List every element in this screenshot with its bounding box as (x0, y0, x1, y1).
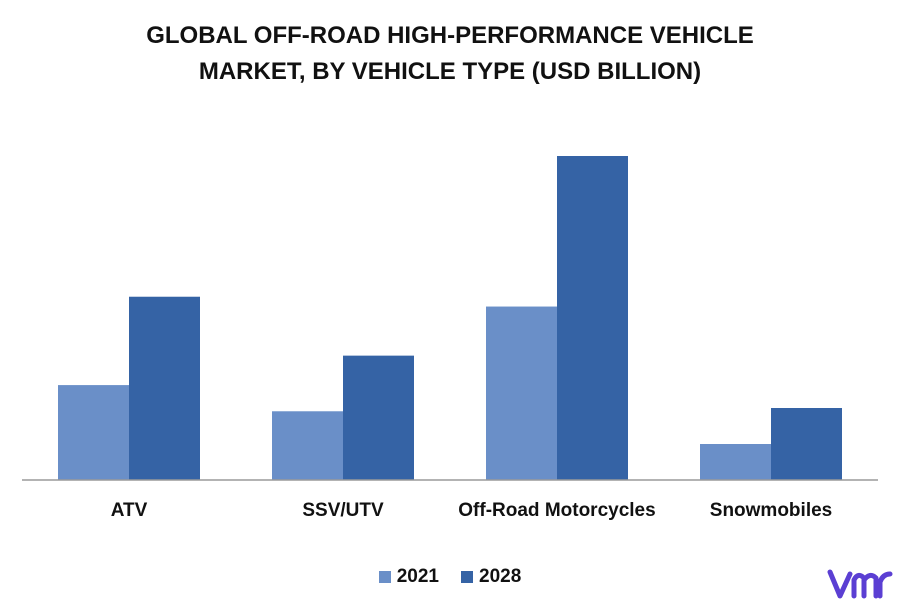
x-tick-label: Snowmobiles (710, 500, 832, 521)
bar-2021-ssv-utv (272, 411, 343, 480)
legend: 2021 2028 (0, 566, 900, 588)
bar-2028-ssv-utv (343, 355, 414, 480)
legend-label-2021: 2021 (396, 566, 439, 587)
x-tick-label: SSV/UTV (302, 500, 384, 521)
vmr-logo-icon (827, 569, 893, 599)
bar-2028-atv (129, 296, 200, 480)
bar-2021-atv (58, 385, 129, 480)
chart-title-line-1: GLOBAL OFF-ROAD HIGH-PERFORMANCE VEHICLE (146, 22, 754, 49)
legend-item-2028: 2028 (461, 566, 521, 588)
legend-swatch-2021 (378, 571, 391, 583)
bar-2028-snowmobiles (771, 408, 842, 480)
chart-title: GLOBAL OFF-ROAD HIGH-PERFORMANCE VEHICLE… (0, 18, 900, 90)
x-tick-label: Off-Road Motorcycles (458, 500, 655, 521)
legend-swatch-2028 (461, 571, 473, 583)
legend-label-2028: 2028 (479, 566, 522, 587)
legend-item-2021: 2021 (378, 566, 439, 588)
bar-2021-off-road-motorcycles (486, 306, 557, 480)
x-tick-label: ATV (111, 500, 148, 521)
chart-title-line-2: MARKET, BY VEHICLE TYPE (USD BILLION) (198, 58, 702, 85)
bar-2028-off-road-motorcycles (557, 156, 628, 480)
bar-2021-snowmobiles (700, 444, 771, 480)
